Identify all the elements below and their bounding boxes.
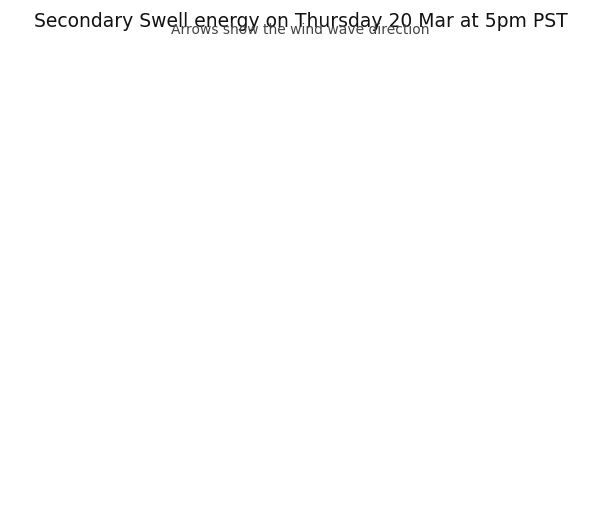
Text: cartopy required: cartopy required	[243, 273, 358, 287]
Text: Secondary Swell energy on Thursday 20 Mar at 5pm PST: Secondary Swell energy on Thursday 20 Ma…	[34, 12, 567, 31]
Text: Arrows show the wind wave direction: Arrows show the wind wave direction	[171, 23, 430, 36]
